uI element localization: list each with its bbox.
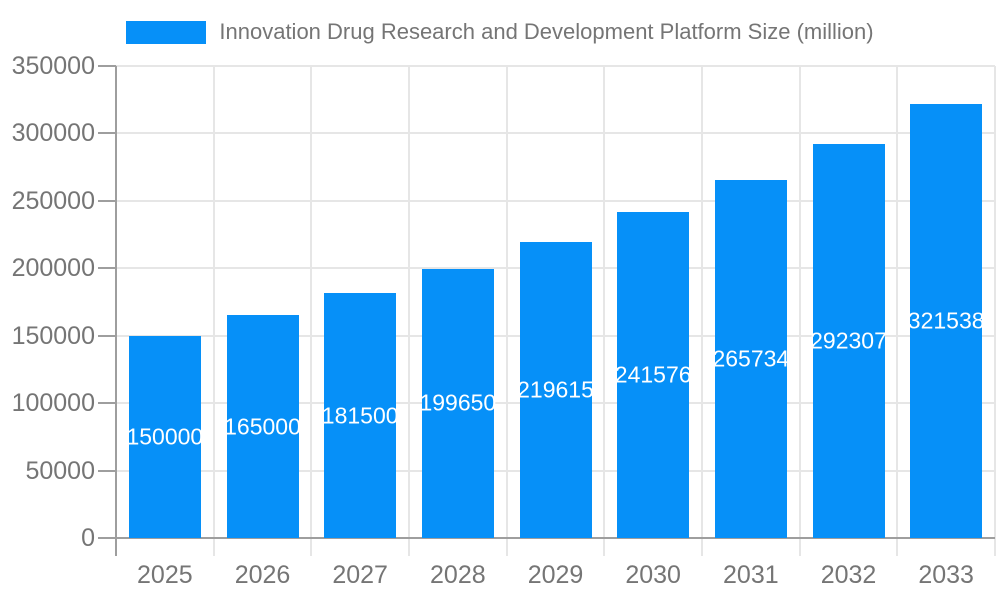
- y-axis-label: 200000: [11, 254, 95, 283]
- y-gridline: [116, 65, 995, 67]
- y-axis-label: 50000: [25, 456, 95, 485]
- bar: [812, 143, 885, 538]
- bar-value-label: 241576: [614, 361, 692, 388]
- x-axis-label: 2033: [918, 561, 974, 589]
- y-axis-tick: [98, 402, 116, 405]
- y-gridline: [116, 132, 995, 135]
- x-gridline: [408, 66, 410, 556]
- y-axis-label: 250000: [11, 186, 95, 215]
- y-axis-tick: [98, 65, 116, 67]
- y-axis-label: 350000: [11, 52, 95, 80]
- y-axis-tick: [98, 469, 116, 472]
- x-axis-label: 2029: [527, 561, 584, 589]
- y-axis-label: 0: [81, 524, 95, 552]
- x-axis-label: 2032: [820, 561, 877, 589]
- bar: [421, 268, 494, 538]
- y-axis-label: 300000: [11, 119, 95, 148]
- x-gridline: [896, 66, 899, 556]
- bar-value-label: 199650: [419, 389, 497, 416]
- x-gridline: [310, 66, 313, 556]
- bar-value-label: 219615: [517, 376, 594, 403]
- bar: [910, 104, 983, 538]
- bar-value-label: 265734: [712, 345, 790, 372]
- y-axis-tick: [98, 267, 116, 270]
- x-axis-label: 2028: [430, 561, 486, 589]
- x-axis-label: 2031: [723, 561, 779, 589]
- legend-label: Innovation Drug Research and Development…: [219, 19, 874, 44]
- bar-value-label: 181500: [321, 402, 399, 429]
- plot-area: 0 50000 100000 150000 200000 250000 300000 3500…: [12, 52, 996, 589]
- x-axis-label: 2026: [234, 561, 291, 589]
- y-axis-line: [115, 66, 117, 556]
- legend: Innovation Drug Research and Development…: [0, 19, 1000, 45]
- bar: [226, 315, 299, 538]
- bar: [714, 179, 787, 538]
- x-gridline: [212, 66, 215, 556]
- y-gridline: [116, 199, 995, 202]
- x-gridline: [701, 66, 703, 556]
- bar-value-label: 321538: [907, 307, 985, 334]
- bar: [617, 212, 690, 538]
- legend-swatch-icon: [126, 20, 207, 44]
- bar-value-label: 150000: [126, 423, 204, 450]
- x-axis-line: [114, 537, 995, 539]
- bar: [324, 293, 397, 538]
- bar: [128, 335, 201, 538]
- bar: [519, 241, 592, 538]
- x-gridline: [994, 66, 996, 556]
- bar-value-label: 292307: [810, 327, 887, 354]
- y-axis-tick: [98, 334, 116, 337]
- x-axis-label: 2027: [332, 561, 388, 589]
- y-axis-tick: [98, 537, 116, 539]
- y-axis-tick: [98, 132, 116, 135]
- x-axis-label: 2025: [137, 561, 193, 589]
- x-gridline: [505, 66, 508, 556]
- x-axis-label: 2030: [625, 561, 681, 589]
- x-gridline: [798, 66, 801, 556]
- y-axis-label: 100000: [11, 389, 95, 418]
- x-gridline: [603, 66, 606, 556]
- y-axis-label: 150000: [11, 321, 95, 350]
- y-axis-tick: [98, 199, 116, 202]
- bar-value-label: 165000: [224, 413, 301, 440]
